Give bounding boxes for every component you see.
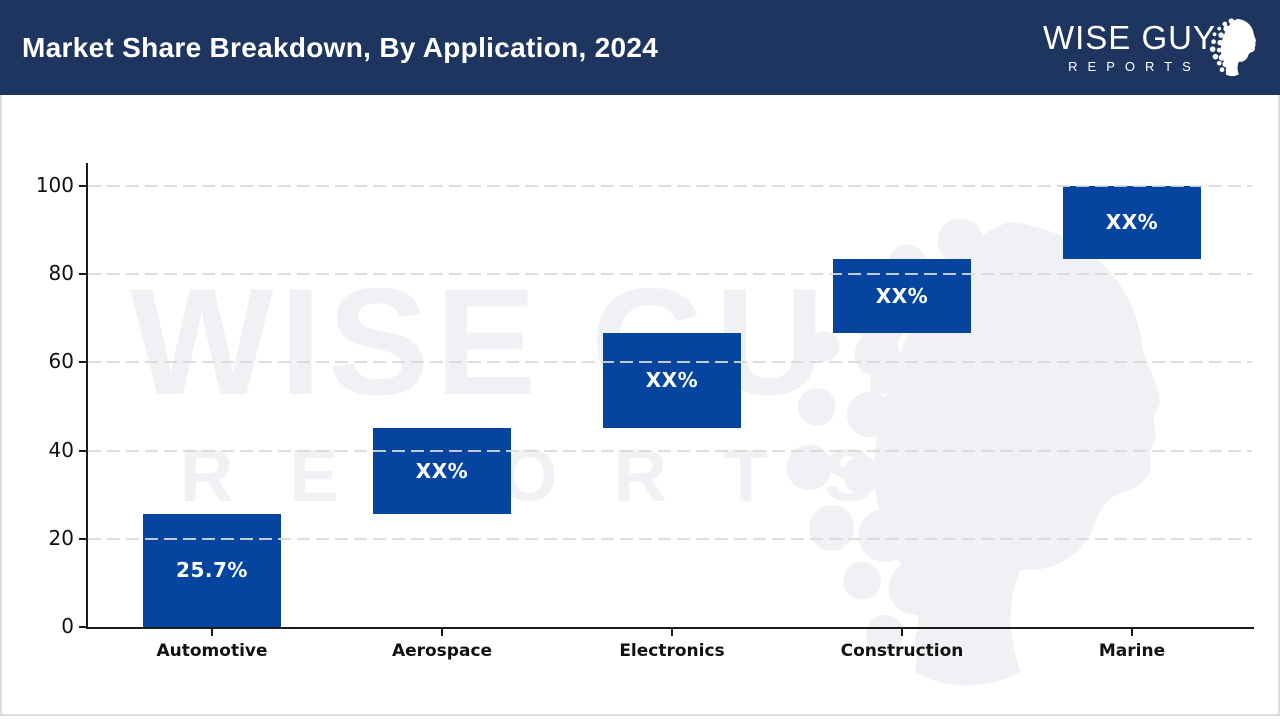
chart-title: Market Share Breakdown, By Application, …	[22, 31, 659, 63]
brand-subtitle: REPORTS	[1068, 59, 1201, 74]
header: Market Share Breakdown, By Application, …	[0, 0, 1280, 95]
watermark-head-icon	[786, 218, 1160, 686]
wiseguy-head-icon	[1209, 17, 1256, 76]
chart-canvas: WISE GUY REPORTS	[0, 95, 1280, 716]
watermark-text-secondary: REPORTS	[180, 434, 930, 517]
brand-name: WISE GUY	[1042, 19, 1216, 56]
brand-logo-text: WISE GUY REPORTS	[1043, 21, 1216, 74]
brand-logo: WISE GUY REPORTS	[1043, 10, 1264, 86]
watermark-text-primary: WISE GUY	[130, 257, 939, 427]
